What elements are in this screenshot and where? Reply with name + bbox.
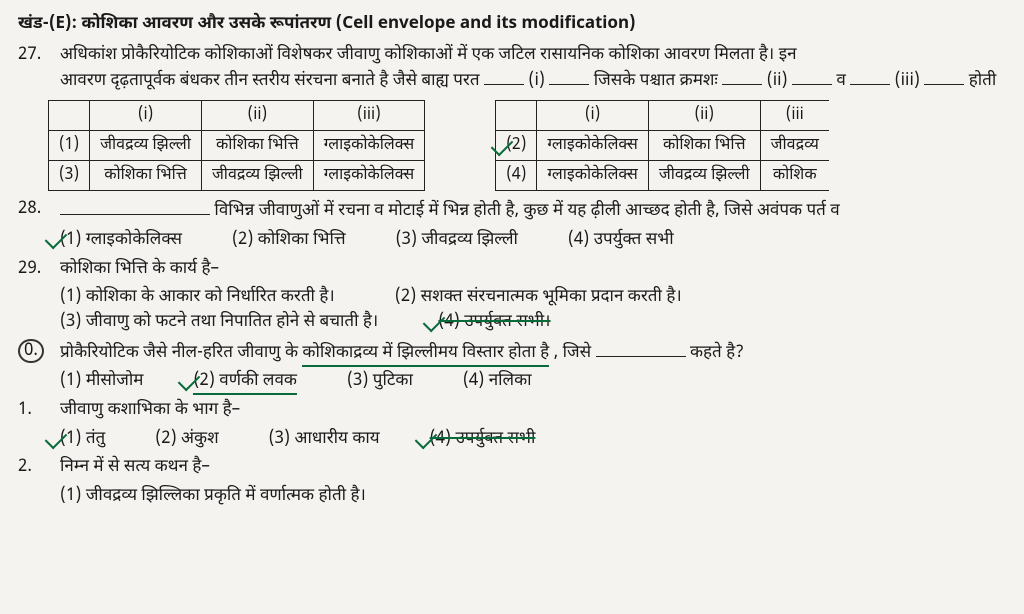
table-row: (i) (ii) (iii [496,100,829,130]
blank [549,67,589,85]
q29-number: 29. [18,257,52,282]
cell: जीवद्रव्य [760,131,829,161]
q28-opt1: (1) ग्लाइकोकेलिक्स [60,228,182,253]
q29-opt3: (3) जीवाणु को फटने तथा निपातित होने से ब… [60,310,378,335]
cell: जीवद्रव्य झिल्ली [201,161,313,191]
q28-opt4: (4) उपर्युक्त सभी [568,228,674,253]
cell: कोशिका भित्ति [90,161,202,191]
q30-text3: कहते है? [690,342,744,364]
cell: जीवद्रव्य झिल्ली [90,131,202,161]
q28-text: विभिन्न जीवाणुओं में रचना व मोटाई में भि… [214,200,839,222]
q27-end: होती [969,70,997,92]
blank [924,67,964,85]
section-heading: खंड-(E): कोशिका आवरण और उसके रूपांतरण (C… [18,12,1006,37]
q28-opt3: (3) जीवद्रव्य झिल्ली [396,228,518,253]
q27-fill-iii: (iii) [895,70,920,92]
table-row: (2) ग्लाइकोकेलिक्स कोशिका भित्ति जीवद्रव… [496,131,829,161]
q32-options: (1) जीवद्रव्य झिल्लिका प्रकृति में वर्णा… [60,484,1006,509]
cell: ग्लाइकोकेलिक्स [537,161,649,191]
q27-table-left: (i) (ii) (iii) (1) जीवद्रव्य झिल्ली कोशि… [48,100,425,192]
blank [722,67,762,85]
cell: जीवद्रव्य झिल्ली [648,161,760,191]
q30-opt2: (2) वर्णकी लवक [193,369,296,394]
question-27: 27. अधिकांश प्रोकैरियोटिक कोशिकाओं विशेष… [18,43,1006,94]
q27-mid: जिसके पश्चात क्रमशः [594,70,723,92]
q31-opt4-label: (4) उपर्युक्त सभी [430,428,536,450]
q29-opt4-label: (4) उपर्युक्त सभी। [438,311,550,333]
q30-text1: प्रोकैरियोटिक जैसे नील-हरित जीवाणु के [60,342,302,364]
q31-opt2: (2) अंकुश [155,427,218,452]
q30-text2: , जिसे [554,342,596,364]
q28-number: 28. [18,197,52,222]
question-29: 29. कोशिका भित्ति के कार्य है– [18,257,1006,282]
blank [850,67,890,85]
q27-line1: अधिकांश प्रोकैरियोटिक कोशिकाओं विशेषकर ज… [60,44,797,66]
q31-opt4: (4) उपर्युक्त सभी [430,427,536,452]
q30-options: (1) मीसोजोम (2) वर्णकी लवक (3) पुटिका (4… [60,369,1006,394]
q31-opt1-label: (1) तंतु [60,428,105,450]
q30-opt4: (4) नलिका [463,369,532,394]
table-row: (3) कोशिका भित्ति जीवद्रव्य झिल्ली ग्लाइ… [49,161,425,191]
col-i: (i) [90,100,202,130]
q27-fill-i: (i) [528,70,544,92]
q27-number: 27. [18,43,52,68]
cell: ग्लाइकोकेलिक्स [313,161,425,191]
cell: ग्लाइकोकेलिक्स [313,131,425,161]
q30-number: 0. [18,339,44,364]
q27-line2a: आवरण दृढ़तापूर्वक बंधकर तीन स्तरीय संरचन… [60,70,484,92]
cell: (i) [537,100,649,130]
col-ii: (ii) [201,100,313,130]
cell: (3) [49,161,90,191]
question-31: 1. जीवाणु कशाभिका के भाग है– [18,398,1006,423]
q31-opt3: (3) आधारीय काय [269,427,380,452]
cell: ग्लाइकोकेलिक्स [537,131,649,161]
q31-text: जीवाणु कशाभिका के भाग है– [60,398,1006,423]
blank [484,67,524,85]
q32-number: 2. [18,455,52,480]
q31-opt1: (1) तंतु [60,427,105,452]
cell: (ii) [648,100,760,130]
q31-number: 1. [18,398,52,423]
q30-opt1: (1) मीसोजोम [60,369,143,394]
q27-table-right: (i) (ii) (iii (2) ग्लाइकोकेलिक्स कोशिका … [495,100,829,192]
q29-opt1: (1) कोशिका के आकार को निर्धारित करती है। [60,285,335,310]
q27-fill-ii: (ii) [767,70,788,92]
q32-opt1: (1) जीवद्रव्य झिल्लिका प्रकृति में वर्णा… [60,484,366,509]
q30-underlined: कोशिकाद्रव्य में झिल्लीमय विस्तार होता ह… [302,342,549,367]
cell: (2) [496,131,537,161]
cell: (4) [496,161,537,191]
cell: (1) [49,131,90,161]
cell: कोशिक [760,161,829,191]
q28-options: (1) ग्लाइकोकेलिक्स (2) कोशिका भित्ति (3)… [60,228,1006,253]
q30-opt2-label: (2) वर्णकी लवक [193,370,296,395]
q29-text: कोशिका भित्ति के कार्य है– [60,257,1006,282]
question-32: 2. निम्न में से सत्य कथन है– [18,455,1006,480]
cell: कोशिका भित्ति [201,131,313,161]
table-row: (i) (ii) (iii) [49,100,425,130]
q29-opt2: (2) सशक्त संरचनात्मक भूमिका प्रदान करती … [395,285,682,310]
q32-text: निम्न में से सत्य कथन है– [60,455,1006,480]
q27-and: व [836,70,850,92]
table-row: (1) जीवद्रव्य झिल्ली कोशिका भित्ति ग्लाइ… [49,131,425,161]
col-iii: (iii) [313,100,425,130]
q28-opt2: (2) कोशिका भित्ति [232,228,346,253]
q29-options: (1) कोशिका के आकार को निर्धारित करती है।… [60,285,1006,334]
blank [792,67,832,85]
q29-opt4: (4) उपर्युक्त सभी। [438,310,550,335]
blank [60,197,210,215]
question-28: 28. विभिन्न जीवाणुओं में रचना व मोटाई मे… [18,197,1006,224]
cell: कोशिका भित्ति [648,131,760,161]
q30-opt3: (3) पुटिका [347,369,413,394]
blank [596,339,686,357]
cell: (iii [760,100,829,130]
table-row: (4) ग्लाइकोकेलिक्स जीवद्रव्य झिल्ली कोशि… [496,161,829,191]
q31-options: (1) तंतु (2) अंकुश (3) आधारीय काय (4) उप… [60,427,1006,452]
question-30: 0. प्रोकैरियोटिक जैसे नील-हरित जीवाणु के… [18,339,1006,366]
